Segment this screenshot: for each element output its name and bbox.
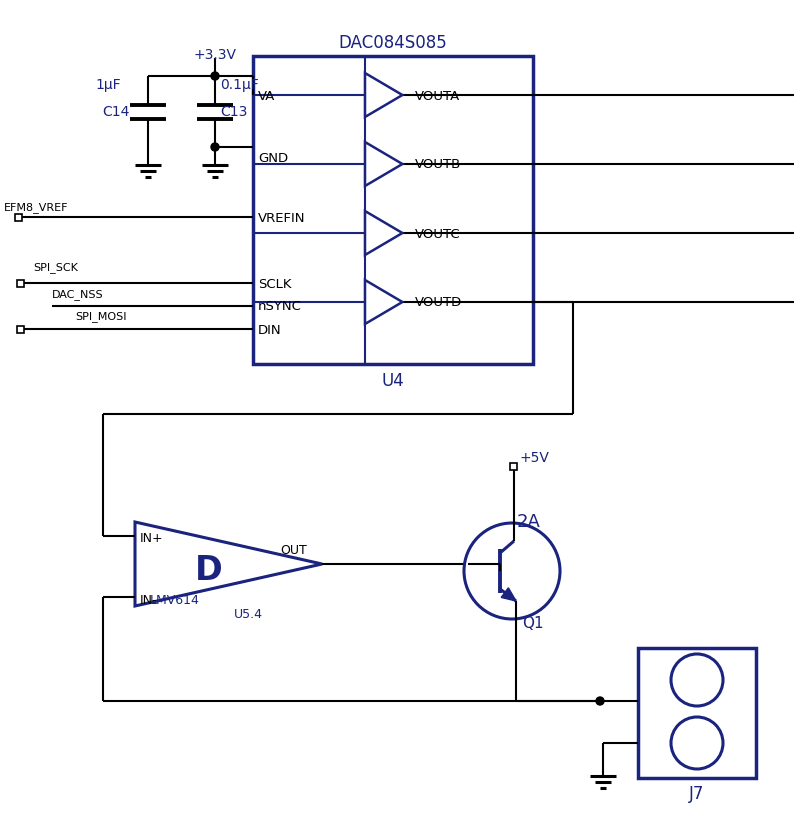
Text: DAC_NSS: DAC_NSS (52, 289, 104, 300)
Text: VREFIN: VREFIN (258, 211, 306, 224)
Bar (253, 57, 533, 365)
Text: C14: C14 (102, 105, 129, 119)
Bar (638, 648, 756, 778)
Text: U5.4: U5.4 (233, 608, 263, 621)
Text: VOUTB: VOUTB (415, 158, 461, 171)
Text: U4: U4 (382, 371, 404, 390)
Text: IN+: IN+ (140, 532, 164, 545)
Text: SPI_MOSI: SPI_MOSI (75, 311, 126, 322)
Text: VOUTA: VOUTA (415, 89, 461, 103)
Text: VOUTD: VOUTD (415, 296, 462, 309)
Text: C13: C13 (220, 105, 248, 119)
Text: EFM8_VREF: EFM8_VREF (4, 203, 68, 213)
Polygon shape (365, 212, 403, 256)
Text: +3.3V: +3.3V (194, 48, 237, 62)
Text: Q1: Q1 (522, 616, 544, 631)
Bar (14, 214, 21, 222)
Text: SPI_SCK: SPI_SCK (33, 262, 78, 273)
Bar (17, 280, 24, 287)
Polygon shape (365, 74, 403, 118)
Polygon shape (365, 280, 403, 325)
Bar (17, 326, 24, 333)
Circle shape (464, 523, 560, 619)
Text: 2A: 2A (517, 513, 541, 530)
Text: OUT: OUT (280, 544, 306, 557)
Text: +5V: +5V (520, 451, 550, 465)
Text: VOUTC: VOUTC (415, 227, 461, 240)
Text: SCLK: SCLK (258, 277, 291, 290)
Circle shape (596, 697, 604, 705)
Text: IN-: IN- (140, 593, 157, 605)
Circle shape (671, 654, 723, 706)
Polygon shape (501, 588, 516, 601)
Text: GND: GND (258, 151, 288, 165)
Text: J7: J7 (689, 784, 705, 802)
Circle shape (671, 717, 723, 769)
Text: DIN: DIN (258, 323, 282, 336)
Text: DAC084S085: DAC084S085 (338, 34, 447, 52)
Circle shape (211, 73, 219, 81)
Polygon shape (135, 523, 322, 606)
Polygon shape (365, 143, 403, 187)
Text: 0.1μF: 0.1μF (220, 78, 259, 92)
Text: D: D (195, 552, 222, 586)
Bar (511, 463, 518, 470)
Text: LMV614: LMV614 (150, 593, 200, 605)
Text: 1μF: 1μF (95, 78, 121, 92)
Text: nSYNC: nSYNC (258, 300, 302, 313)
Text: VA: VA (258, 89, 276, 103)
Circle shape (211, 144, 219, 152)
